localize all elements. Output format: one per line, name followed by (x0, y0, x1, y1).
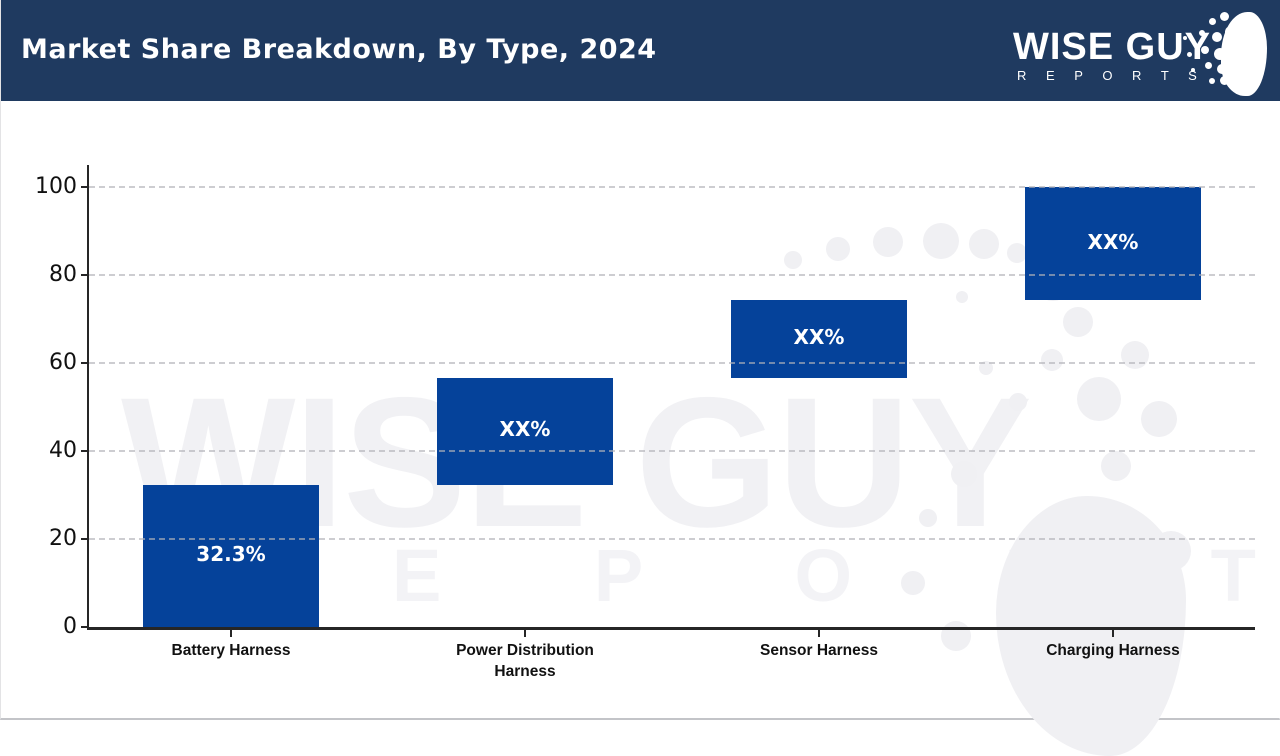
y-tick-label: 40 (49, 438, 77, 463)
y-axis-tick (81, 626, 89, 628)
watermark-dot (923, 223, 959, 259)
y-tick-label: 80 (49, 262, 77, 287)
y-tick-label: 100 (35, 174, 77, 199)
watermark-dot (1077, 377, 1121, 421)
page-title: Market Share Breakdown, By Type, 2024 (21, 34, 657, 65)
y-tick-label: 60 (49, 350, 77, 375)
y-axis-tick (81, 274, 89, 276)
x-axis-tick (1112, 630, 1114, 637)
logo-dot (1212, 32, 1222, 42)
x-axis-tick (818, 630, 820, 637)
watermark-dot (969, 229, 999, 259)
bar-value-label: 32.3% (196, 541, 266, 566)
bar-power-distribution-harness: XX% (437, 377, 613, 485)
x-axis-label: Power Distribution Harness (456, 642, 594, 680)
watermark-dot (784, 251, 802, 269)
gridline (89, 274, 1255, 276)
watermark-dot (951, 461, 977, 487)
logo-dot (1199, 30, 1205, 36)
logo-subtext: R E P O R T S (1017, 68, 1205, 83)
logo-dot (1209, 18, 1216, 25)
logo-dot (1217, 64, 1227, 74)
y-axis-tick (81, 362, 89, 364)
logo-dot (1187, 52, 1192, 57)
logo-dot (1205, 62, 1212, 69)
x-axis-label: Battery Harness (171, 642, 291, 659)
x-axis-label: Sensor Harness (759, 642, 879, 659)
watermark-dot (1007, 243, 1027, 263)
logo-dot (1225, 26, 1237, 38)
bar-charging-harness: XX% (1025, 187, 1201, 301)
logo-dot (1201, 46, 1209, 54)
watermark-dot (956, 291, 968, 303)
watermark-dot (826, 237, 850, 261)
y-axis-line (87, 165, 89, 627)
gridline (89, 186, 1255, 188)
gridline (89, 538, 1255, 540)
logo-dot (1183, 36, 1187, 40)
watermark-dot (1063, 307, 1093, 337)
bar-sensor-harness: XX% (731, 300, 907, 378)
x-axis-tick (230, 630, 232, 637)
watermark-dot (1009, 393, 1027, 411)
logo-dot (1214, 48, 1226, 60)
gridline (89, 362, 1255, 364)
y-tick-label: 20 (49, 526, 77, 551)
y-axis-tick (81, 450, 89, 452)
logo-dot (1220, 12, 1229, 21)
watermark-dot (941, 621, 971, 651)
watermark-dot (1151, 531, 1191, 571)
waterfall-chart: WISE GUY R E P O R T S 02040608010032.3%… (1, 101, 1280, 756)
logo-dot (1228, 58, 1236, 66)
y-axis-tick (81, 538, 89, 540)
brand-logo: WISE GUY R E P O R T S (1013, 8, 1267, 96)
header-banner: Market Share Breakdown, By Type, 2024 WI… (1, 0, 1280, 101)
watermark-dot (1101, 451, 1131, 481)
logo-dot (1191, 68, 1195, 72)
logo-dot (1220, 76, 1229, 85)
y-tick-label: 0 (63, 614, 77, 639)
watermark-dot (873, 227, 903, 257)
y-axis-tick (81, 186, 89, 188)
logo-dot (1209, 78, 1215, 84)
watermark-dot (979, 361, 993, 375)
logo-face-icon (1199, 12, 1267, 96)
watermark-dot (1121, 341, 1149, 369)
watermark-dot (1041, 349, 1063, 371)
logo-wordmark: WISE GUY (1013, 26, 1212, 68)
watermark-dot (901, 571, 925, 595)
watermark-dot (1141, 401, 1177, 437)
gridline (89, 450, 1255, 452)
x-axis-tick (524, 630, 526, 637)
bar-value-label: XX% (1087, 229, 1139, 254)
bar-value-label: XX% (499, 417, 551, 442)
bar-value-label: XX% (793, 325, 845, 350)
logo-dot (1227, 42, 1236, 51)
bar-battery-harness: 32.3% (143, 484, 319, 627)
x-axis-line (87, 627, 1255, 630)
watermark-dot (919, 509, 937, 527)
x-axis-label: Charging Harness (1046, 642, 1180, 659)
